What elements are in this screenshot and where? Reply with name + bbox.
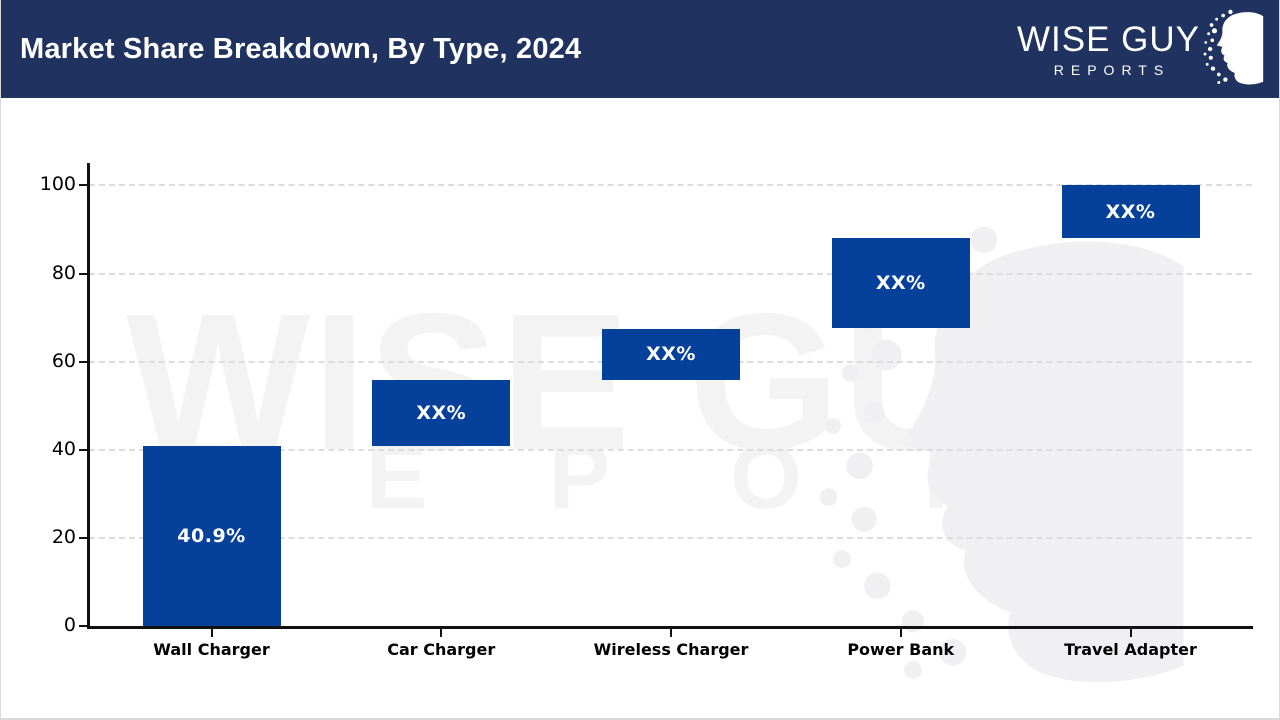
bar-wall-charger: 40.9% [142,445,281,626]
y-tick-label-20: 20 [51,525,76,548]
x-tick-3 [899,628,902,637]
logo-wordmark: WISE GUY [1016,20,1200,59]
y-tick-20 [79,536,88,539]
logo-head-icon [1203,9,1264,85]
gridline-20 [89,536,1252,539]
bar-car-charger: XX% [372,380,511,446]
bar-wireless-charger: XX% [602,329,740,380]
logo-subtext: REPORTS [1053,62,1171,78]
x-tick-2 [670,628,672,637]
x-tick-4 [1129,628,1132,637]
y-tick-60 [79,360,88,363]
bar-power-bank: XX% [831,238,970,328]
gridline-80 [89,272,1252,275]
bar-value-label: XX% [416,401,467,424]
category-label-4: Travel Adapter [1064,640,1197,659]
x-tick-0 [210,628,213,637]
y-tick-100 [79,184,88,187]
y-tick-label-80: 80 [51,261,76,284]
bar-value-label: XX% [646,343,696,366]
y-tick-0 [79,625,88,627]
gridline-100 [89,184,1252,187]
y-tick-label-60: 60 [51,349,76,372]
wise-guy-reports-logo: WISE GUY REPORTS [1017,9,1266,89]
x-tick-1 [440,628,443,637]
bar-value-label: XX% [875,271,926,294]
bar-value-label: XX% [1105,200,1156,223]
y-axis-line [87,163,90,628]
category-label-3: Power Bank [847,640,955,659]
y-tick-label-40: 40 [51,437,76,460]
bar-value-label: 40.9% [177,524,246,547]
category-label-0: Wall Charger [153,640,270,659]
chart-title: Market Share Breakdown, By Type, 2024 [20,32,582,65]
header-bar: Market Share Breakdown, By Type, 2024 WI… [0,0,1280,98]
y-tick-80 [79,272,88,275]
bar-travel-adapter: XX% [1061,185,1200,239]
x-axis-line [87,626,1253,629]
category-label-2: Wireless Charger [593,640,749,659]
y-tick-label-0: 0 [63,614,76,636]
gridline-40 [89,448,1252,451]
y-tick-40 [79,448,88,451]
y-tick-label-100: 100 [39,173,76,196]
category-label-1: Car Charger [387,640,496,659]
